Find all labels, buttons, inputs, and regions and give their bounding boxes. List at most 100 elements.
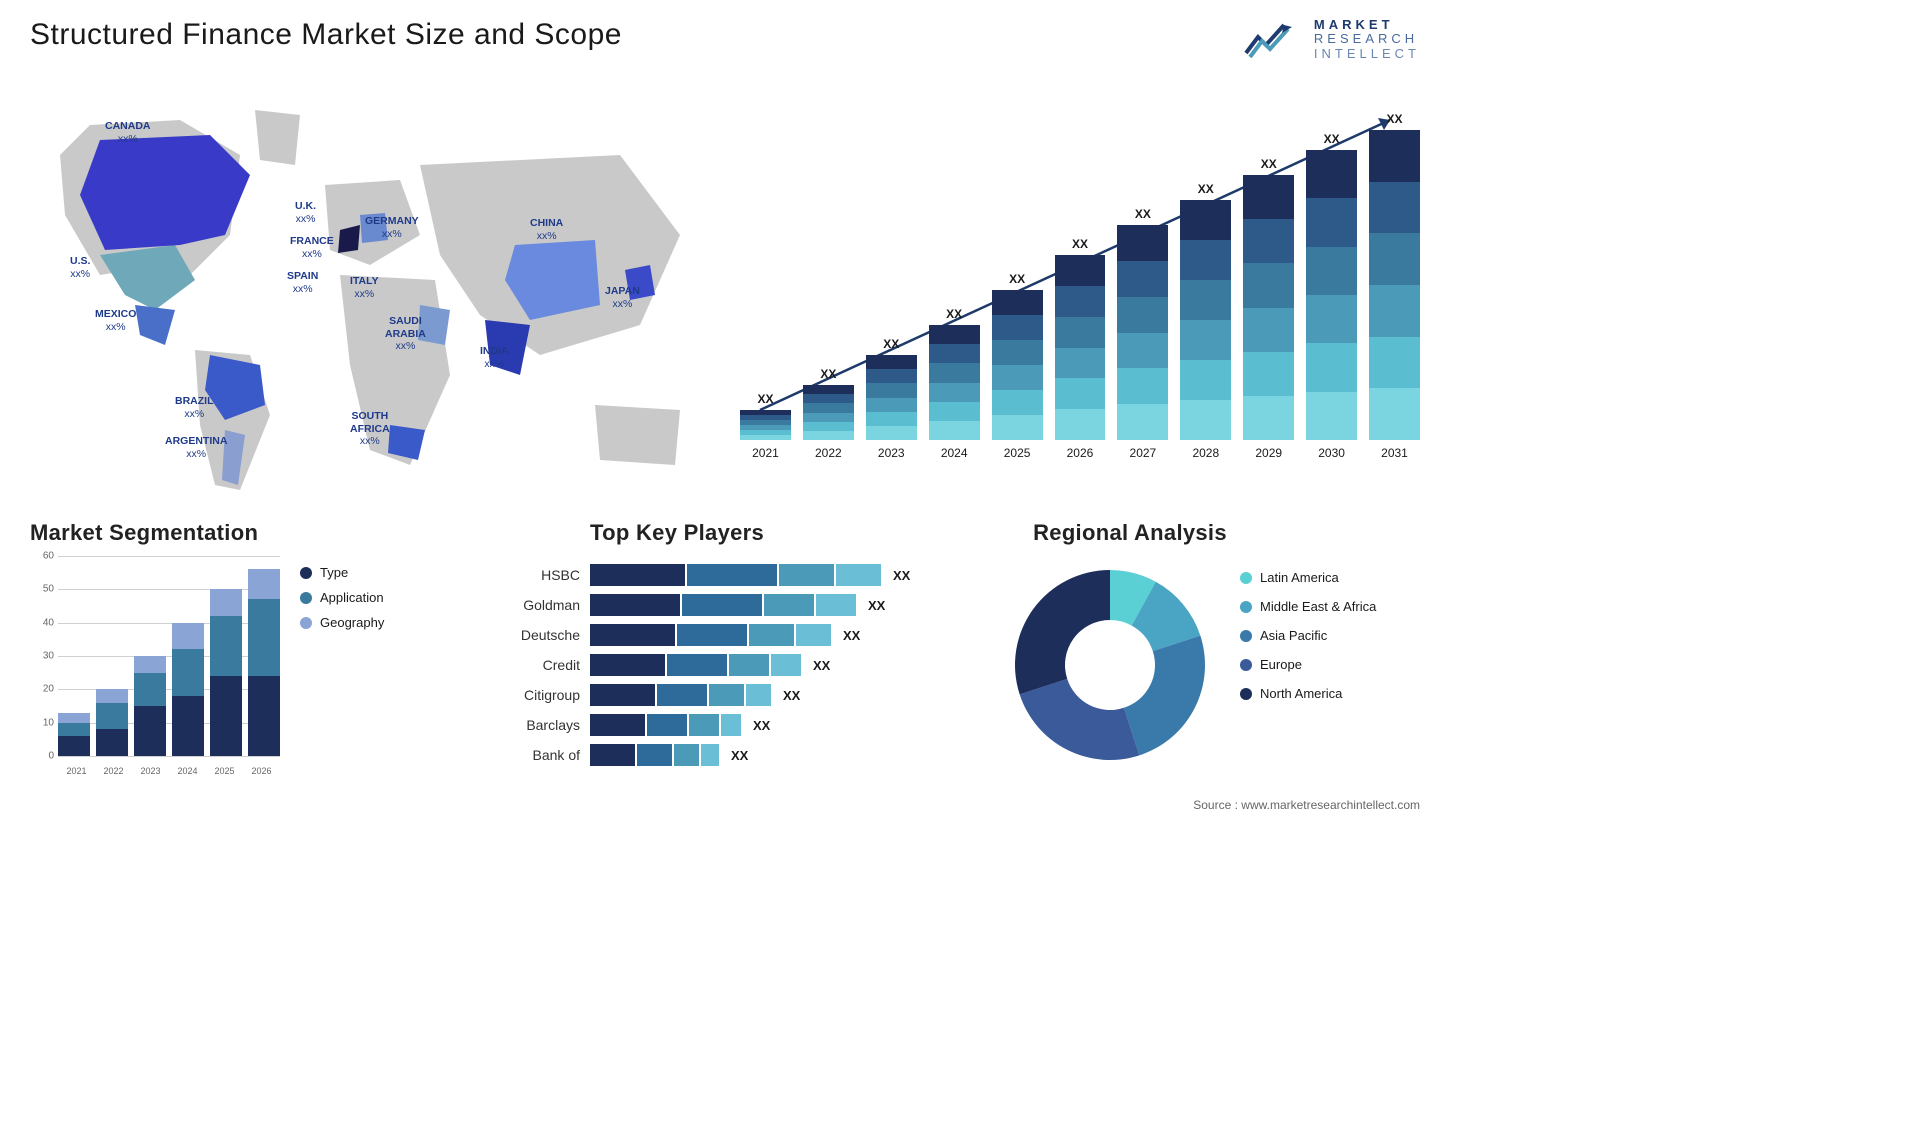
segmentation-title: Market Segmentation [30, 520, 460, 546]
forecast-bar-2030: XX 2030 [1306, 132, 1357, 460]
forecast-year-label: 2025 [1004, 446, 1031, 460]
forecast-year-label: 2030 [1318, 446, 1345, 460]
seg-ytick: 10 [30, 717, 54, 728]
map-label-south-africa: SOUTHAFRICAxx% [350, 410, 390, 448]
player-value: XX [893, 568, 910, 583]
map-label-japan: JAPANxx% [605, 285, 640, 310]
seg-bar-2026 [248, 569, 280, 756]
seg-legend-item: Geography [300, 615, 384, 630]
map-label-brazil: BRAZILxx% [175, 395, 214, 420]
brand-logo: MARKET RESEARCH INTELLECT [1244, 18, 1420, 61]
map-label-germany: GERMANYxx% [365, 215, 419, 240]
regional-title: Regional Analysis [1030, 520, 1230, 546]
forecast-year-label: 2028 [1192, 446, 1219, 460]
forecast-bar-2025: XX2025 [992, 272, 1043, 460]
seg-bar-2021 [58, 713, 90, 756]
seg-bar-2022 [96, 689, 128, 756]
player-name: Bank of [470, 740, 580, 770]
player-value: XX [843, 628, 860, 643]
forecast-value-label: XX [820, 367, 836, 381]
seg-ytick: 20 [30, 684, 54, 695]
forecast-bar-2024: XX 2024 [929, 307, 980, 460]
world-map: CANADAxx%U.S.xx%MEXICOxx%BRAZILxx%ARGENT… [40, 95, 700, 495]
map-label-china: CHINAxx% [530, 217, 563, 242]
forecast-bar-2027: XX 2027 [1117, 207, 1168, 460]
logo-icon [1244, 19, 1304, 59]
player-name: Barclays [470, 710, 580, 740]
player-bar-hsbc: XX [590, 560, 960, 590]
forecast-value-label: XX [1198, 182, 1214, 196]
segmentation-section: Market Segmentation 0102030405060 202120… [30, 520, 460, 776]
player-value: XX [783, 688, 800, 703]
region-legend-item: Europe [1240, 657, 1376, 672]
forecast-year-label: 2022 [815, 446, 842, 460]
players-title: Top Key Players [590, 520, 764, 546]
source-line: Source : www.marketresearchintellect.com [1193, 798, 1420, 812]
seg-xtick: 2024 [169, 766, 206, 776]
forecast-value-label: XX [883, 337, 899, 351]
player-bar-barclays: XX [590, 710, 960, 740]
map-label-mexico: MEXICOxx% [95, 308, 136, 333]
forecast-value-label: XX [1072, 237, 1088, 251]
map-label-france: FRANCExx% [290, 235, 334, 260]
player-name: Deutsche [470, 620, 580, 650]
seg-bar-2025 [210, 589, 242, 756]
seg-xtick: 2023 [132, 766, 169, 776]
player-bar-goldman: XX [590, 590, 960, 620]
forecast-bar-2028: XX 2028 [1180, 182, 1231, 460]
logo-line2: RESEARCH [1314, 32, 1420, 46]
donut-slice-north-america [1015, 570, 1110, 694]
seg-ytick: 50 [30, 584, 54, 595]
player-name: Citigroup [470, 680, 580, 710]
seg-xtick: 2021 [58, 766, 95, 776]
forecast-year-label: 2027 [1130, 446, 1157, 460]
logo-line1: MARKET [1314, 18, 1420, 32]
map-label-u.k.: U.K.xx% [295, 200, 316, 225]
player-value: XX [753, 718, 770, 733]
forecast-chart: XX2021XX2022XX2023XX2024XX2025XX2026XX20… [740, 100, 1420, 480]
seg-ytick: 0 [30, 751, 54, 762]
player-bar-credit: XX [590, 650, 960, 680]
forecast-year-label: 2029 [1255, 446, 1282, 460]
player-bar-citigroup: XX [590, 680, 960, 710]
forecast-year-label: 2023 [878, 446, 905, 460]
forecast-year-label: 2021 [752, 446, 779, 460]
seg-ytick: 30 [30, 651, 54, 662]
forecast-bar-2022: XX 2022 [803, 367, 854, 460]
forecast-value-label: XX [1135, 207, 1151, 221]
forecast-value-label: XX [946, 307, 962, 321]
regional-legend: Latin AmericaMiddle East & AfricaAsia Pa… [1240, 570, 1376, 715]
page-title: Structured Finance Market Size and Scope [30, 18, 622, 52]
players-bars: XX XX XX XX XX XX XX [590, 560, 960, 770]
forecast-value-label: XX [1324, 132, 1340, 146]
forecast-value-label: XX [1387, 112, 1403, 126]
map-label-saudi-arabia: SAUDIARABIAxx% [385, 315, 426, 353]
region-legend-item: North America [1240, 686, 1376, 701]
map-label-india: INDIAxx% [480, 345, 509, 370]
region-legend-item: Asia Pacific [1240, 628, 1376, 643]
region-legend-item: Latin America [1240, 570, 1376, 585]
player-name: HSBC [470, 560, 580, 590]
player-bar-deutsche: XX [590, 620, 960, 650]
logo-line3: INTELLECT [1314, 47, 1420, 61]
seg-ytick: 40 [30, 617, 54, 628]
forecast-bar-2029: XX2029 [1243, 157, 1294, 460]
map-label-italy: ITALYxx% [350, 275, 379, 300]
players-names: HSBCGoldmanDeutscheCreditCitigroupBarcla… [470, 560, 580, 770]
forecast-value-label: XX [757, 392, 773, 406]
forecast-year-label: 2024 [941, 446, 968, 460]
player-bar-bank-of: XX [590, 740, 960, 770]
map-label-spain: SPAINxx% [287, 270, 318, 295]
player-value: XX [868, 598, 885, 613]
map-label-canada: CANADAxx% [105, 120, 151, 145]
player-name: Goldman [470, 590, 580, 620]
seg-xtick: 2025 [206, 766, 243, 776]
segmentation-chart: 0102030405060 202120222023202420252026 [30, 556, 280, 776]
forecast-bar-2023: XX 2023 [866, 337, 917, 460]
seg-bar-2024 [172, 623, 204, 756]
forecast-year-label: 2026 [1067, 446, 1094, 460]
segmentation-legend: TypeApplicationGeography [300, 565, 384, 640]
player-value: XX [813, 658, 830, 673]
donut-slice-asia-pacific [1124, 636, 1205, 756]
forecast-bar-2031: XX2031 [1369, 112, 1420, 460]
